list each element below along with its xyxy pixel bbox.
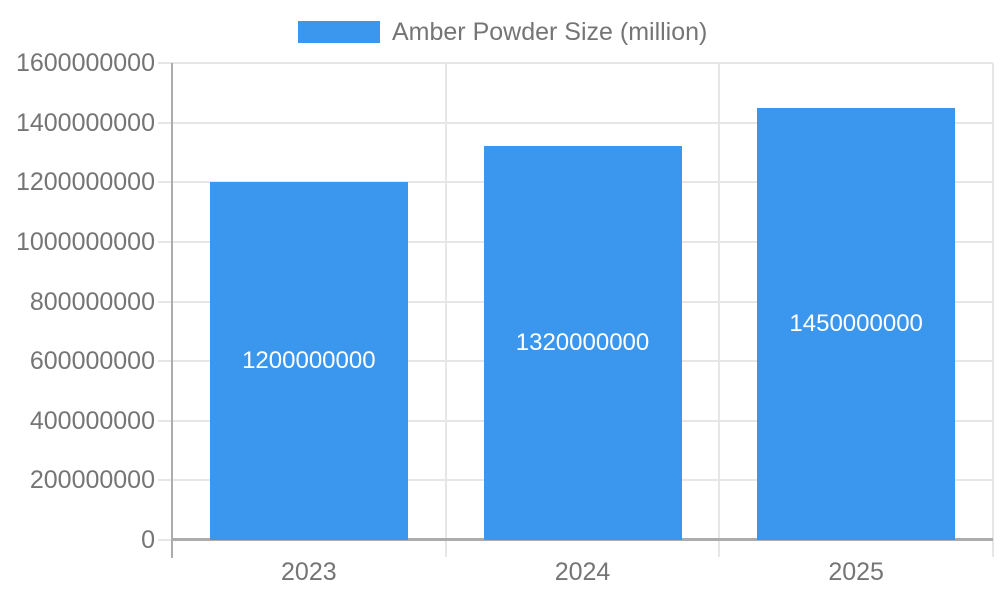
v-gridline xyxy=(444,63,447,540)
x-axis-tick xyxy=(444,540,447,557)
legend-swatch xyxy=(298,21,380,43)
y-axis-tick-label: 1600000000 xyxy=(15,49,155,77)
x-axis-tick xyxy=(992,540,994,557)
bar-value-label: 1320000000 xyxy=(515,329,650,357)
x-axis-category-label: 2023 xyxy=(281,558,337,586)
y-axis-tick-label: 1000000000 xyxy=(15,227,155,256)
x-axis-tick xyxy=(718,540,721,557)
bar-value-label: 1450000000 xyxy=(789,309,923,337)
legend-item[interactable]: Amber Powder Size (million) xyxy=(298,18,707,46)
y-axis-tick xyxy=(158,479,172,482)
y-axis-tick xyxy=(158,300,172,303)
y-axis-tick xyxy=(158,360,172,363)
y-axis-tick xyxy=(158,240,172,243)
x-axis-category-label: 2024 xyxy=(554,558,611,586)
y-axis-tick xyxy=(158,419,172,422)
y-axis-tick-label: 200000000 xyxy=(29,466,155,495)
h-gridline xyxy=(172,121,993,124)
y-axis-line xyxy=(171,63,173,558)
y-axis-tick-label: 1200000000 xyxy=(15,168,155,197)
y-axis-tick-label: 400000000 xyxy=(29,406,155,435)
bar-2023[interactable] xyxy=(209,182,408,540)
y-axis-tick xyxy=(158,121,172,124)
bar-2024[interactable] xyxy=(483,146,682,540)
bar-2025[interactable] xyxy=(757,107,956,540)
v-gridline xyxy=(718,63,721,540)
y-axis-tick-label: 800000000 xyxy=(29,287,155,316)
v-gridline xyxy=(992,63,994,540)
y-axis-tick xyxy=(158,62,172,64)
y-axis-tick-label: 0 xyxy=(141,526,155,554)
y-axis-tick-label: 1400000000 xyxy=(15,108,155,137)
h-gridline xyxy=(172,62,993,64)
legend-label: Amber Powder Size (million) xyxy=(392,17,708,46)
y-axis-tick-label: 600000000 xyxy=(29,347,155,376)
y-axis-tick xyxy=(158,539,172,541)
y-axis-tick xyxy=(158,181,172,184)
x-axis-category-label: 2025 xyxy=(828,558,884,586)
bar-value-label: 1200000000 xyxy=(242,347,376,375)
